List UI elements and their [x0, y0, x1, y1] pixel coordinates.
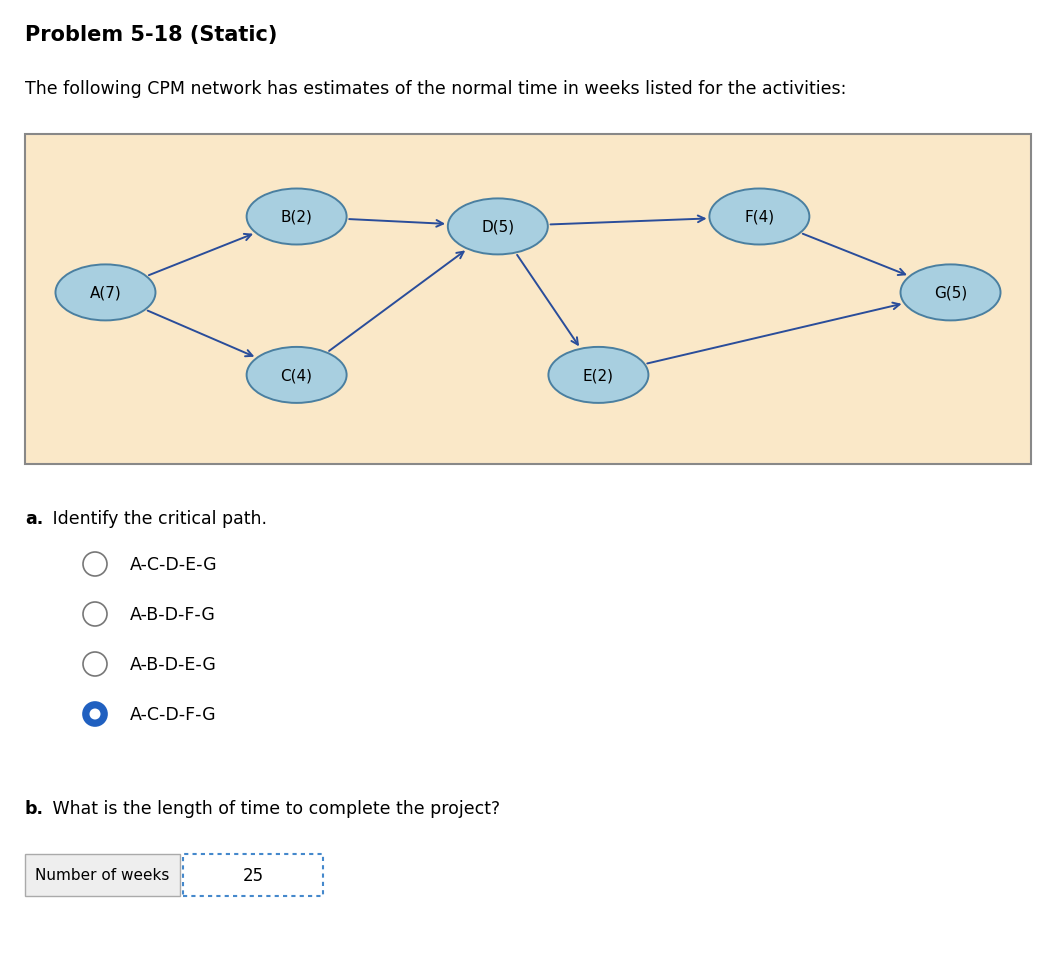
Text: A-C-D-E-G: A-C-D-E-G [130, 555, 218, 574]
Text: A-B-D-F-G: A-B-D-F-G [130, 606, 215, 623]
Circle shape [83, 552, 107, 577]
Ellipse shape [548, 348, 648, 403]
Ellipse shape [56, 266, 155, 321]
Ellipse shape [247, 189, 346, 245]
Circle shape [83, 652, 107, 676]
Ellipse shape [247, 348, 346, 403]
Text: D(5): D(5) [482, 220, 514, 234]
Circle shape [83, 603, 107, 626]
Text: The following CPM network has estimates of the normal time in weeks listed for t: The following CPM network has estimates … [25, 79, 846, 98]
Text: 25: 25 [243, 866, 264, 884]
Bar [25, 135, 1031, 464]
Ellipse shape [901, 266, 1000, 321]
Text: b.: b. [25, 799, 44, 817]
Text: A-C-D-F-G: A-C-D-F-G [130, 705, 216, 723]
Circle shape [90, 708, 100, 720]
Circle shape [83, 703, 107, 726]
Text: C(4): C(4) [281, 368, 313, 383]
Bar [25, 854, 180, 896]
Ellipse shape [448, 200, 548, 255]
Text: A(7): A(7) [90, 286, 121, 300]
Ellipse shape [710, 189, 809, 245]
Text: What is the length of time to complete the project?: What is the length of time to complete t… [48, 799, 501, 817]
Text: A-B-D-E-G: A-B-D-E-G [130, 655, 216, 673]
Text: B(2): B(2) [281, 209, 313, 225]
Text: F(4): F(4) [744, 209, 774, 225]
Bar [183, 854, 323, 896]
Text: Number of weeks: Number of weeks [35, 867, 170, 883]
Text: E(2): E(2) [583, 368, 614, 383]
Text: Identify the critical path.: Identify the critical path. [48, 510, 267, 527]
Text: Problem 5-18 (Static): Problem 5-18 (Static) [25, 25, 278, 45]
Text: G(5): G(5) [934, 286, 967, 300]
Text: a.: a. [25, 510, 43, 527]
